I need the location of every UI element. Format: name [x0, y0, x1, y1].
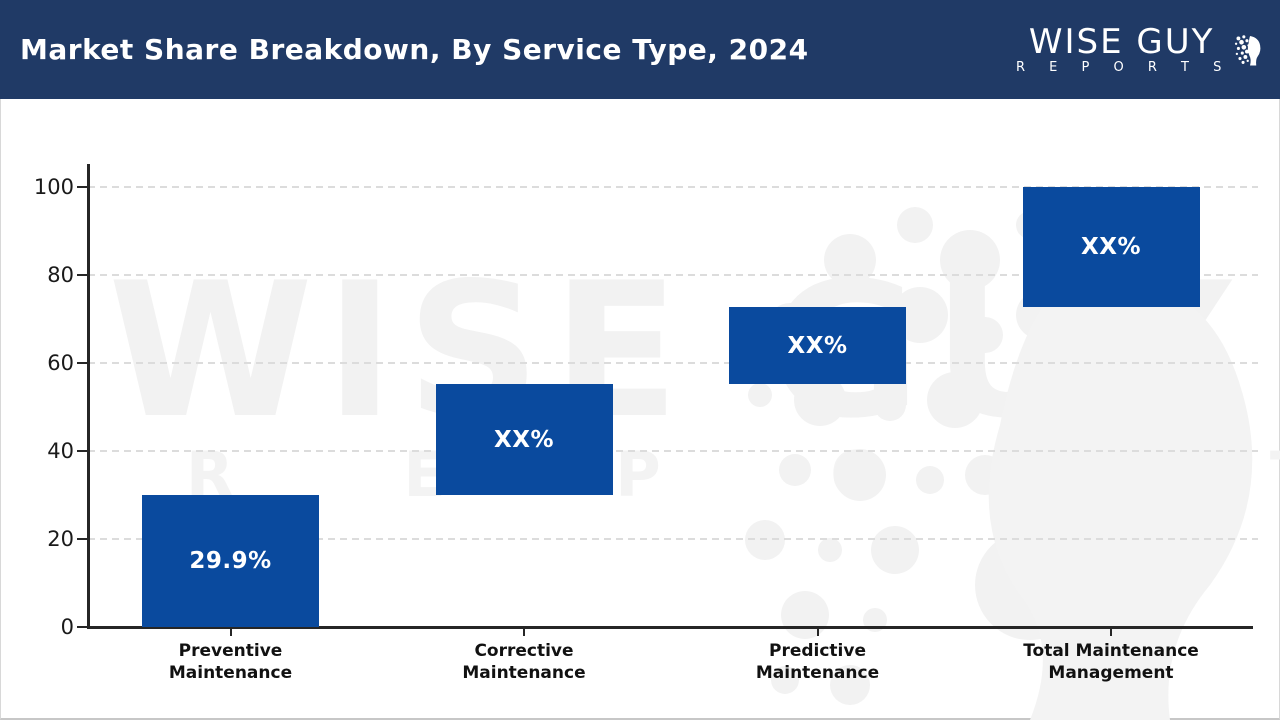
y-tick-label-0: 0	[60, 615, 74, 639]
category-label-corrective-maintenance: Corrective Maintenance	[462, 641, 586, 684]
y-axis-spine	[87, 164, 90, 628]
category-label-total-maintenance-management: Total Maintenance Management	[1023, 641, 1199, 684]
logo-text: WISE GUY R E P O R T S	[1012, 21, 1232, 76]
y-tick-mark-0	[77, 626, 88, 628]
header-bar: Market Share Breakdown, By Service Type,…	[0, 0, 1280, 99]
bar-corrective-maintenance: XX%	[435, 384, 613, 496]
gridline-20	[88, 538, 1258, 540]
logo-reports-label: R E P O R T S	[1016, 60, 1232, 76]
category-label-predictive-maintenance: Predictive Maintenance	[755, 641, 880, 684]
bar-total-maintenance-management: XX%	[1022, 187, 1200, 308]
bar-predictive-maintenance: XX%	[729, 307, 906, 385]
wiseguy-logo: WISE GUY R E P O R T S	[1012, 10, 1262, 90]
bar-value-label-predictive-maintenance: XX%	[787, 332, 848, 359]
bar-value-label-total-maintenance-management: XX%	[1080, 234, 1141, 261]
bar-value-label-corrective-maintenance: XX%	[493, 426, 554, 453]
x-tick-mark-total-maintenance-management	[1110, 628, 1112, 636]
x-tick-mark-corrective-maintenance	[523, 628, 525, 636]
gridline-100	[88, 186, 1258, 188]
bar-value-label-preventive-maintenance: 29.9%	[189, 548, 272, 575]
y-tick-mark-20	[77, 538, 88, 540]
bar-preventive-maintenance: 29.9%	[142, 495, 319, 627]
logo-face-icon	[1235, 35, 1261, 66]
page-title: Market Share Breakdown, By Service Type,…	[20, 33, 809, 66]
x-tick-mark-predictive-maintenance	[816, 628, 819, 636]
y-tick-label-60: 60	[47, 351, 74, 375]
y-tick-label-20: 20	[47, 527, 74, 551]
y-tick-mark-100	[77, 186, 88, 188]
gridline-60	[88, 362, 1258, 364]
x-tick-mark-preventive-maintenance	[229, 628, 232, 636]
y-tick-label-40: 40	[47, 439, 74, 463]
y-tick-mark-80	[77, 274, 88, 276]
category-label-preventive-maintenance: Preventive Maintenance	[168, 641, 293, 684]
gridline-40	[88, 450, 1258, 452]
y-tick-mark-40	[77, 450, 88, 452]
y-tick-label-80: 80	[47, 263, 74, 287]
y-tick-label-100: 100	[33, 175, 74, 199]
logo-wiseguy-label: WISE GUY	[1028, 21, 1215, 62]
gridline-80	[88, 274, 1258, 276]
y-tick-mark-60	[77, 362, 88, 364]
x-axis-spine	[87, 626, 1253, 629]
